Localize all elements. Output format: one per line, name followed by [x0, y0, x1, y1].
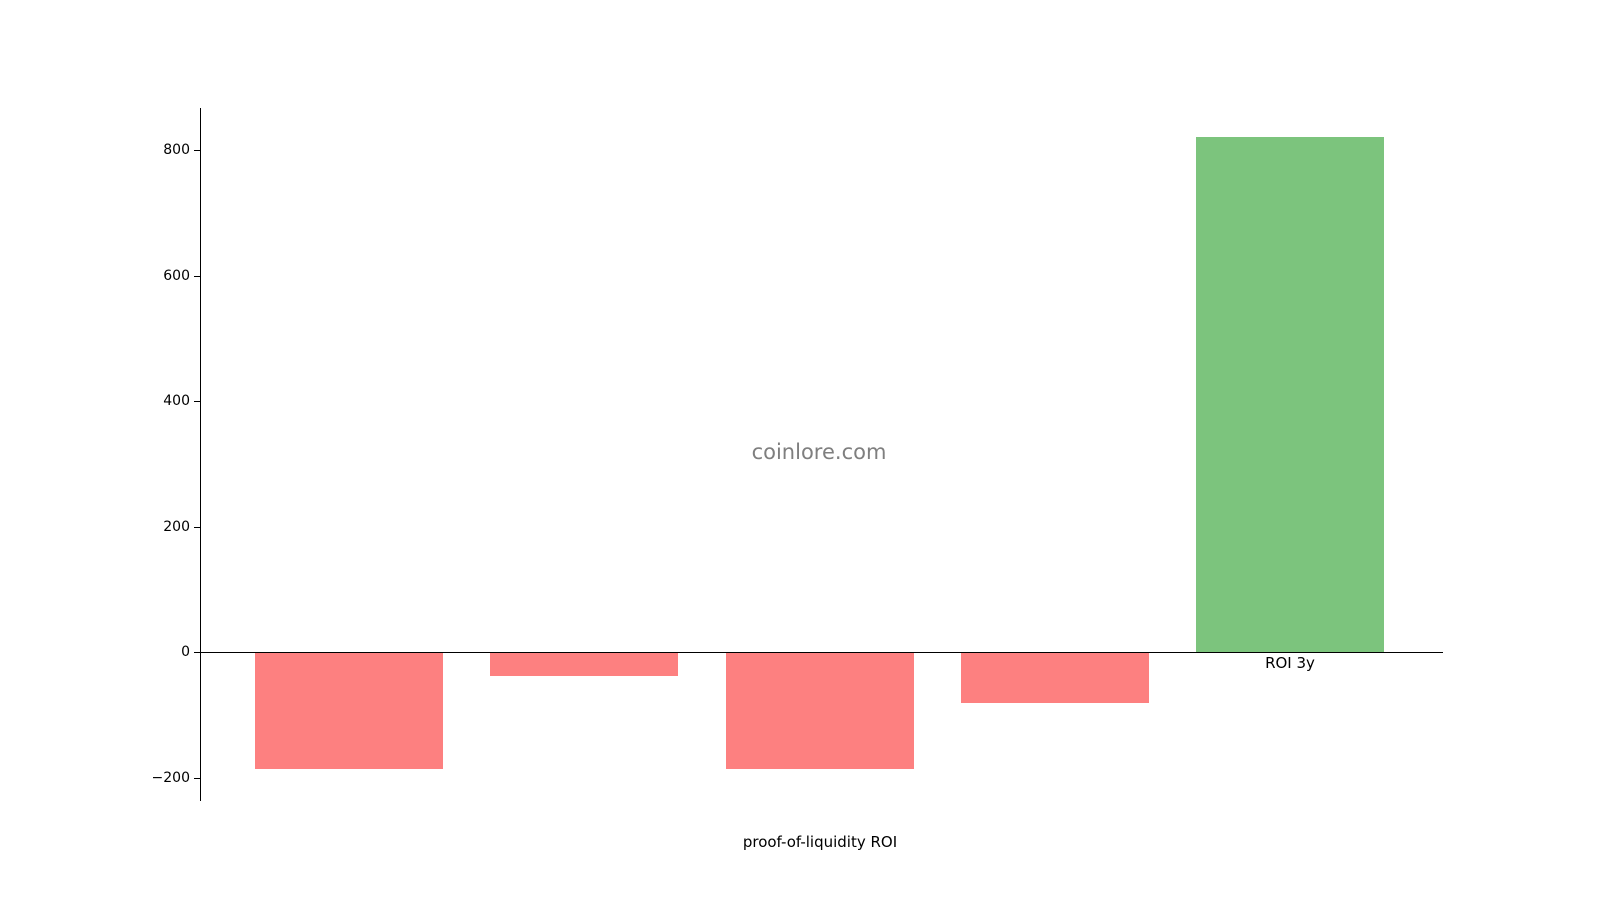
bar-negative	[960, 652, 1149, 703]
y-tick-label: −200	[151, 769, 190, 786]
bar-negative	[725, 652, 914, 769]
bar-negative	[490, 652, 679, 677]
y-tick-label: 600	[163, 267, 190, 284]
y-tick-mark	[194, 652, 200, 653]
y-tick-label: 0	[181, 644, 190, 660]
bar-negative	[255, 652, 443, 770]
x-axis-line	[200, 652, 1443, 653]
x-tick-label: ROI 3y	[1265, 654, 1315, 672]
y-tick-label: 800	[163, 142, 190, 158]
bar-positive	[1196, 137, 1384, 652]
y-tick-mark	[194, 275, 200, 277]
watermark: coinlore.com	[751, 440, 887, 464]
y-axis-spine	[200, 108, 201, 801]
y-tick-mark	[194, 150, 200, 151]
y-tick-mark	[194, 777, 200, 779]
x-axis-title: proof-of-liquidity ROI	[742, 833, 898, 851]
y-tick-mark	[194, 526, 200, 528]
y-tick-label: 400	[163, 393, 190, 409]
y-tick-label: 200	[163, 518, 190, 535]
y-tick-mark	[194, 401, 200, 402]
